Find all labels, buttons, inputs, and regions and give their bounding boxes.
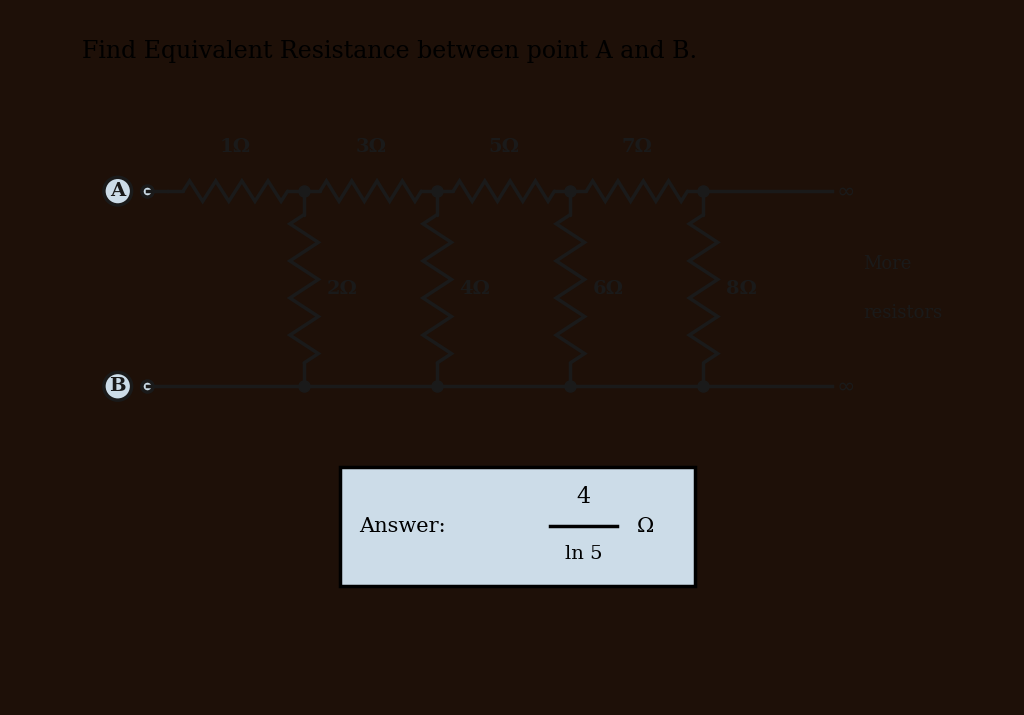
- Text: 8Ω: 8Ω: [726, 280, 757, 297]
- Text: 3Ω: 3Ω: [355, 137, 386, 155]
- Text: B: B: [110, 378, 126, 395]
- Text: 7Ω: 7Ω: [622, 137, 652, 155]
- Text: Find Equivalent Resistance between point A and B.: Find Equivalent Resistance between point…: [82, 39, 697, 63]
- Text: 4: 4: [577, 485, 591, 508]
- Text: resistors: resistors: [863, 304, 942, 322]
- Text: 5Ω: 5Ω: [488, 137, 519, 155]
- Text: 6Ω: 6Ω: [593, 280, 624, 297]
- Bar: [340, 467, 694, 586]
- Text: 4Ω: 4Ω: [460, 280, 490, 297]
- Text: A: A: [111, 182, 125, 200]
- Text: Answer:: Answer:: [359, 517, 445, 536]
- Text: 2Ω: 2Ω: [327, 280, 357, 297]
- Text: Ω: Ω: [637, 517, 654, 536]
- Text: 1Ω: 1Ω: [220, 137, 251, 155]
- Text: More: More: [863, 255, 911, 273]
- Text: ln 5: ln 5: [565, 545, 602, 563]
- Text: ∞: ∞: [837, 181, 855, 201]
- Text: ∞: ∞: [837, 376, 855, 396]
